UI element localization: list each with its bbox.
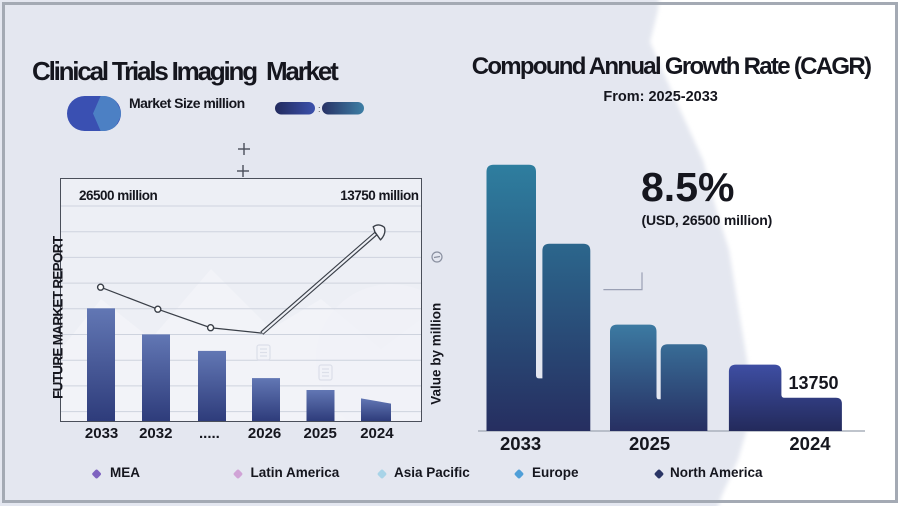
svg-text::: :: [318, 104, 321, 114]
